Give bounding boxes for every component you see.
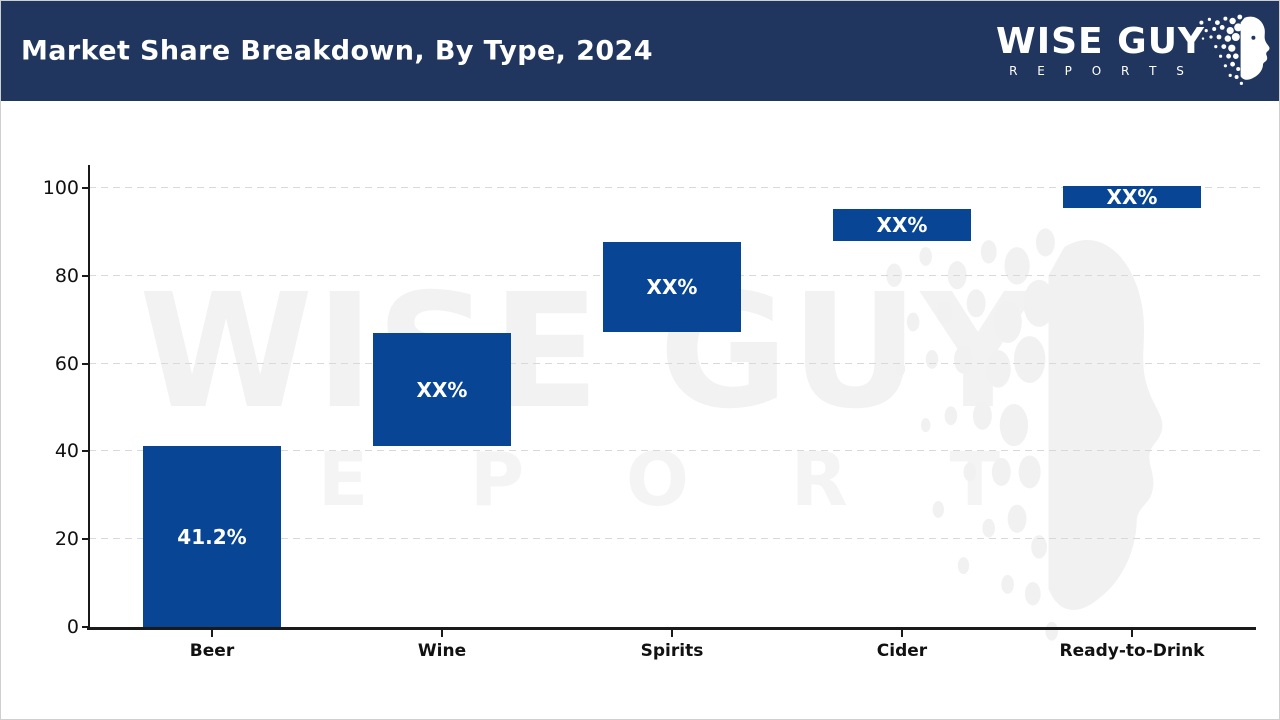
y-tick-label: 60 [54, 353, 79, 375]
y-tick [82, 275, 89, 277]
x-tick-label: Ready-to-Drink [1059, 641, 1205, 661]
y-tick-label: 100 [42, 177, 79, 199]
gridline [89, 187, 1264, 188]
x-axis-line [87, 627, 1256, 630]
gridline [89, 538, 1264, 539]
x-tick [671, 630, 673, 637]
y-tick-label: 80 [54, 265, 79, 287]
bar: XX% [833, 209, 971, 241]
x-tick-label: Cider [876, 641, 928, 661]
y-tick [82, 187, 89, 189]
bar: XX% [373, 333, 511, 446]
x-tick [441, 630, 443, 637]
x-tick [1131, 630, 1133, 637]
bar-value-label: XX% [876, 213, 928, 237]
y-tick-label: 20 [54, 528, 79, 550]
bar-value-label: XX% [416, 377, 468, 402]
logo-head-icon [1199, 14, 1270, 85]
bar: XX% [603, 242, 741, 332]
chart-title: Market Share Breakdown, By Type, 2024 [21, 35, 653, 67]
brand-logo: WISE GUY R E P O R T S [996, 7, 1275, 95]
brand-logo-text: WISE GUY R E P O R T S [995, 21, 1205, 79]
watermark-subtext: R E P O R T S [159, 437, 1194, 523]
bar-value-label: XX% [646, 275, 698, 299]
y-axis-line [88, 165, 90, 630]
x-tick-label: Beer [189, 641, 235, 661]
bar-value-label: XX% [1106, 185, 1158, 209]
brand-name: WISE GUY [995, 21, 1205, 62]
x-tick [901, 630, 903, 637]
watermark-text: WISE GUY [139, 260, 1038, 444]
y-tick-label: 40 [54, 440, 79, 462]
x-tick-label: Spirits [640, 641, 704, 661]
gridline [89, 363, 1264, 364]
bar: 41.2% [143, 446, 281, 627]
gridline [89, 450, 1264, 451]
bar: XX% [1063, 186, 1201, 208]
y-tick [82, 626, 89, 628]
x-tick-label: Wine [417, 641, 467, 661]
y-tick [82, 363, 89, 365]
y-tick-label: 0 [66, 616, 79, 638]
header: Market Share Breakdown, By Type, 2024 WI… [1, 1, 1279, 101]
watermark-head-icon [886, 228, 1163, 641]
x-tick [211, 630, 213, 637]
brand-subname: R E P O R T S [1009, 64, 1192, 78]
y-tick [82, 538, 89, 540]
y-tick [82, 450, 89, 452]
bar-value-label: 41.2% [177, 524, 247, 549]
